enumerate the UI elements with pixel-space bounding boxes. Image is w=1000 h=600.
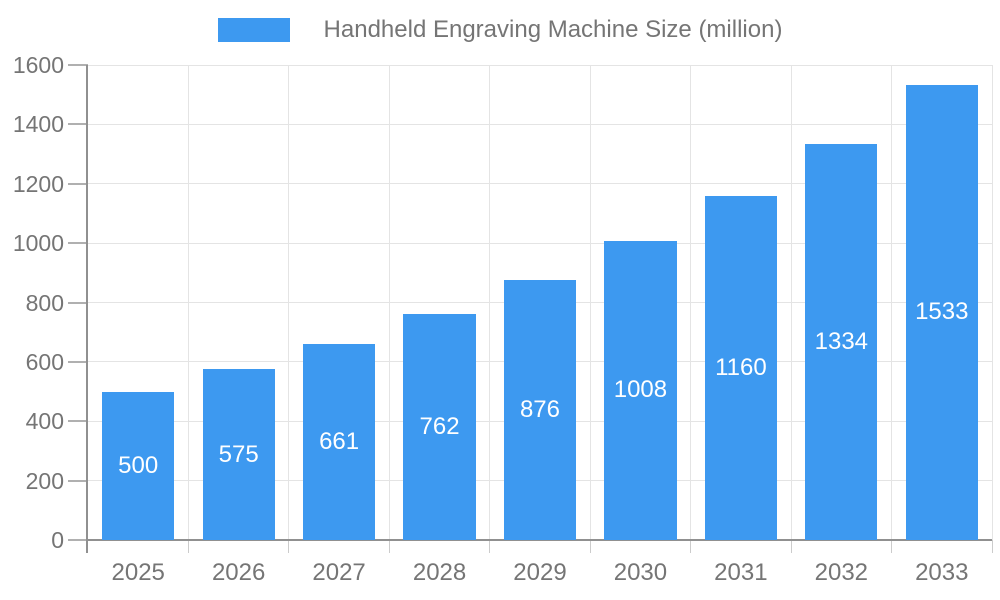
bar-value-label: 500	[118, 451, 159, 479]
bar[interactable]	[805, 143, 878, 540]
bar-value-label: 762	[419, 412, 460, 440]
v-gridline	[388, 65, 390, 540]
x-axis-tick	[388, 540, 390, 553]
h-gridline	[88, 64, 992, 66]
v-gridline	[187, 65, 189, 540]
y-axis-tick	[68, 360, 88, 363]
x-axis-tick	[489, 540, 491, 553]
y-axis-tick-label: 600	[25, 348, 64, 375]
v-gridline	[790, 65, 792, 540]
bar-value-label: 1533	[915, 298, 969, 326]
v-gridline	[991, 65, 993, 540]
bar-value-label: 575	[218, 440, 259, 468]
v-gridline	[288, 65, 290, 540]
bar[interactable]	[403, 313, 476, 540]
y-axis-tick	[68, 479, 88, 482]
bar[interactable]	[905, 84, 978, 540]
y-axis-tick-label: 800	[25, 289, 64, 316]
bar-value-label: 876	[519, 395, 560, 423]
bar[interactable]	[302, 343, 376, 540]
x-axis-tick-label: 2032	[814, 559, 869, 586]
bar[interactable]	[604, 240, 677, 540]
y-axis-tick-label: 200	[25, 467, 64, 494]
x-axis-tick-label: 2028	[412, 559, 467, 586]
v-gridline	[489, 65, 491, 540]
y-axis-tick	[68, 539, 88, 541]
v-gridline	[690, 65, 692, 540]
x-axis-tick-label: 2025	[111, 559, 165, 586]
chart-legend[interactable]: Handheld Engraving Machine Size (million…	[0, 14, 1000, 46]
v-gridline	[589, 65, 591, 540]
bar[interactable]	[102, 391, 175, 540]
x-axis-tick	[690, 540, 692, 553]
h-gridline	[88, 123, 992, 125]
y-axis-tick	[68, 242, 88, 245]
y-axis-tick-label: 1400	[12, 111, 64, 138]
h-gridline	[88, 242, 992, 244]
y-axis-tick	[68, 123, 88, 126]
legend-swatch	[217, 18, 290, 42]
x-axis-tick	[790, 540, 792, 553]
x-axis-tick	[288, 540, 290, 553]
x-axis-line	[86, 539, 992, 541]
x-axis-tick-label: 2026	[211, 559, 266, 586]
y-axis-tick-label: 400	[25, 408, 64, 435]
x-axis-tick-label: 2031	[714, 559, 768, 586]
y-axis-tick	[68, 182, 88, 185]
bar-value-label: 1160	[715, 353, 767, 381]
x-axis-tick-label: 2033	[915, 559, 969, 586]
v-gridline	[891, 65, 893, 540]
x-axis-tick	[991, 540, 993, 553]
x-axis-tick	[187, 540, 189, 553]
y-axis-line	[86, 65, 88, 553]
h-gridline	[88, 183, 992, 185]
bar[interactable]	[202, 369, 275, 540]
bar-value-label: 1334	[814, 327, 869, 355]
bar[interactable]	[503, 279, 577, 540]
x-axis-tick	[891, 540, 893, 553]
y-axis-tick	[68, 64, 88, 66]
bar[interactable]	[704, 195, 778, 540]
y-axis-tick-label: 1200	[12, 170, 64, 197]
y-axis-tick	[68, 420, 88, 423]
bar-value-label: 1008	[613, 376, 668, 404]
bar-value-label: 661	[319, 427, 360, 455]
y-axis-tick-label: 1000	[12, 230, 64, 257]
y-axis-tick-label: 0	[51, 527, 64, 553]
x-axis-tick-label: 2029	[513, 559, 567, 586]
x-axis-tick	[589, 540, 591, 553]
x-axis-tick-label: 2030	[613, 559, 668, 586]
y-axis-tick	[68, 301, 88, 304]
legend-label: Handheld Engraving Machine Size (million…	[323, 16, 783, 43]
x-axis-tick-label: 2027	[312, 559, 366, 586]
y-axis-tick-label: 1600	[12, 52, 64, 78]
